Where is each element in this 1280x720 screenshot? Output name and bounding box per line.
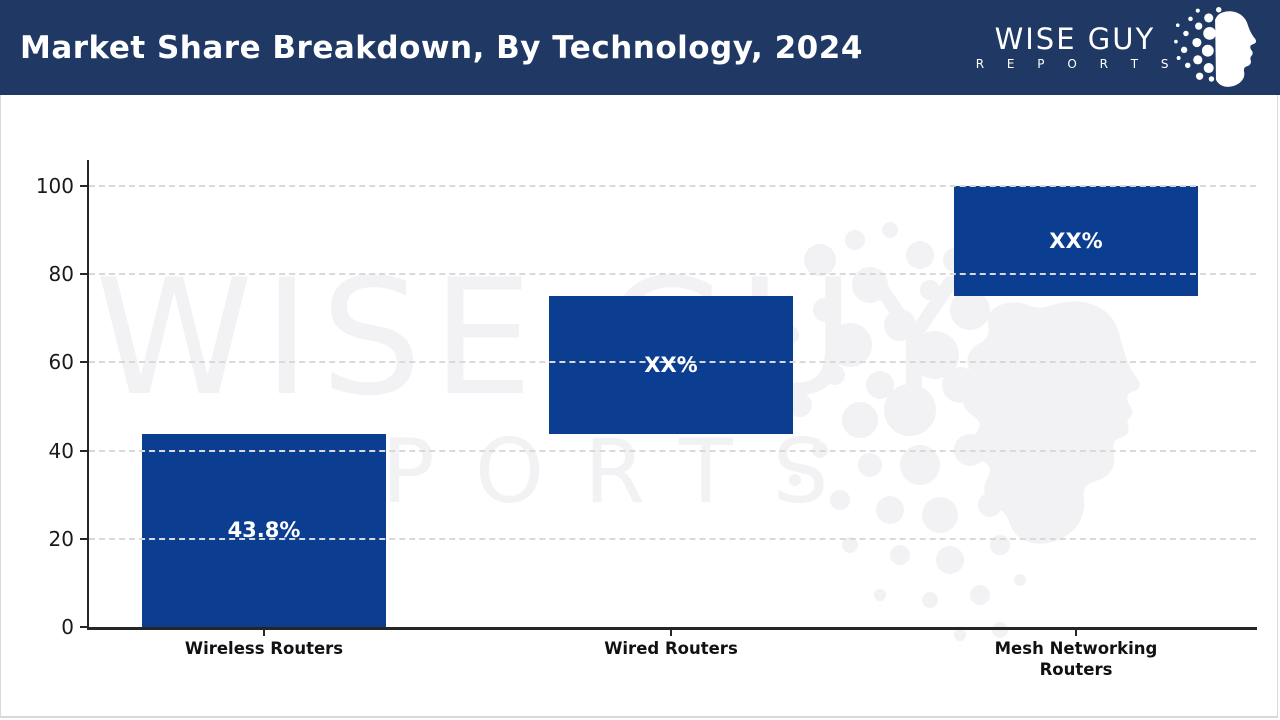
y-tick-mark bbox=[80, 449, 87, 452]
brand-logo: WISE GUY R E P O R T S bbox=[972, 0, 1266, 95]
x-axis-spine bbox=[87, 627, 1257, 630]
watermark-wordmark: WISE GUY bbox=[95, 244, 973, 431]
gridline-y20 bbox=[89, 537, 1256, 540]
bar-value-label: 43.8% bbox=[227, 518, 301, 543]
category-label: Wired Routers bbox=[604, 639, 738, 658]
y-tick-mark bbox=[80, 537, 87, 540]
y-tick-label: 40 bbox=[48, 438, 74, 463]
category-label: Mesh Networking Routers bbox=[994, 639, 1158, 679]
x-tick-mark bbox=[670, 629, 672, 636]
y-tick-mark bbox=[80, 185, 87, 187]
gridline-y60 bbox=[89, 361, 1256, 364]
gridline-y100 bbox=[89, 185, 1256, 187]
brand-subtitle: R E P O R T S bbox=[975, 57, 1178, 71]
gridline-y80 bbox=[89, 273, 1256, 276]
bar-value-label: XX% bbox=[1049, 229, 1103, 254]
gridline-y40 bbox=[89, 449, 1256, 452]
category-label: Wireless Routers bbox=[184, 639, 344, 658]
page-title: Market Share Breakdown, By Technology, 2… bbox=[20, 29, 863, 66]
y-tick-mark bbox=[80, 273, 87, 276]
bar-2 bbox=[549, 296, 793, 434]
y-tick-label: 100 bbox=[35, 174, 74, 198]
face-dots-icon bbox=[1174, 6, 1257, 87]
bar-3 bbox=[954, 186, 1198, 297]
y-tick-label: 60 bbox=[48, 350, 74, 375]
x-tick-mark bbox=[1075, 629, 1077, 636]
bar-value-label: XX% bbox=[644, 353, 698, 378]
x-tick-mark bbox=[263, 629, 265, 636]
y-tick-label: 20 bbox=[48, 526, 74, 551]
y-tick-label: 80 bbox=[48, 262, 74, 287]
header-bar: Market Share Breakdown, By Technology, 2… bbox=[0, 0, 1280, 95]
bar-1 bbox=[142, 433, 386, 627]
brand-name: WISE GUY bbox=[994, 22, 1156, 56]
y-tick-mark bbox=[80, 361, 87, 364]
brand-wordmark: WISE GUY R E P O R T S bbox=[972, 22, 1178, 71]
y-tick-mark bbox=[80, 626, 87, 628]
y-tick-label: 0 bbox=[61, 615, 74, 639]
y-axis-spine bbox=[87, 160, 89, 628]
